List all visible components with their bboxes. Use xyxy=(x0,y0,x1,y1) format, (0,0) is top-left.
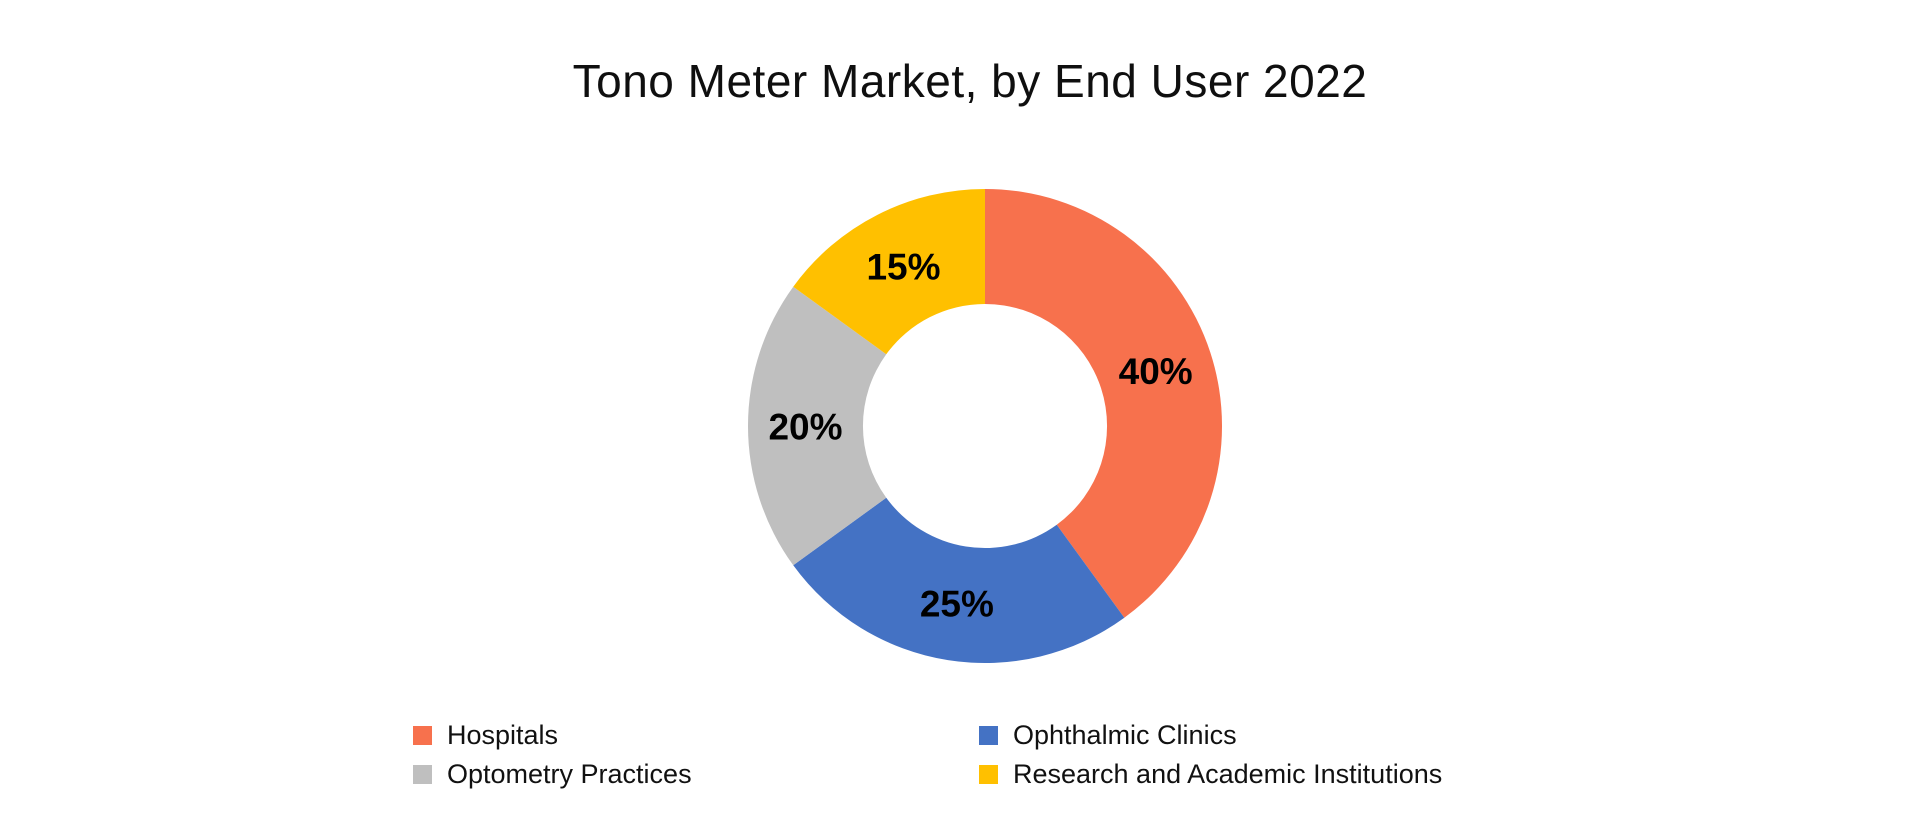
data-label-hospitals: 40% xyxy=(1119,351,1193,392)
legend-label: Ophthalmic Clinics xyxy=(1013,720,1237,750)
donut-segment-optometry-practices xyxy=(747,286,887,566)
chart-legend: Hospitals Ophthalmic Clinics Optometry Pra… xyxy=(413,722,1442,788)
legend-item-ophthalmic-clinics: Ophthalmic Clinics xyxy=(979,722,1442,749)
donut-segment-research-and-academic-institutions xyxy=(793,189,985,355)
legend-label: Research and Academic Institutions xyxy=(1013,759,1443,789)
legend-label: Optometry Practices xyxy=(447,759,692,789)
donut-chart: 40% 25% 20% 15% xyxy=(747,189,1223,664)
donut-segment-ophthalmic-clinics xyxy=(793,497,1125,664)
legend-swatch-optometry-practices xyxy=(413,765,432,784)
legend-label: Hospitals xyxy=(447,720,559,750)
legend-swatch-ophthalmic-clinics xyxy=(979,726,998,745)
donut-segment-hospitals xyxy=(985,189,1223,618)
legend-item-research-and-academic-institutions: Research and Academic Institutions xyxy=(979,761,1442,788)
data-label-ophthalmic-clinics: 25% xyxy=(920,584,994,625)
data-label-research-and-academic-institutions: 15% xyxy=(866,246,940,287)
legend-swatch-hospitals xyxy=(413,726,432,745)
legend-item-hospitals: Hospitals xyxy=(413,722,979,749)
data-label-optometry-practices: 20% xyxy=(768,406,842,447)
legend-swatch-research-and-academic-institutions xyxy=(979,765,998,784)
legend-item-optometry-practices: Optometry Practices xyxy=(413,761,979,788)
chart-title: Tono Meter Market, by End User 2022 xyxy=(572,55,1368,107)
